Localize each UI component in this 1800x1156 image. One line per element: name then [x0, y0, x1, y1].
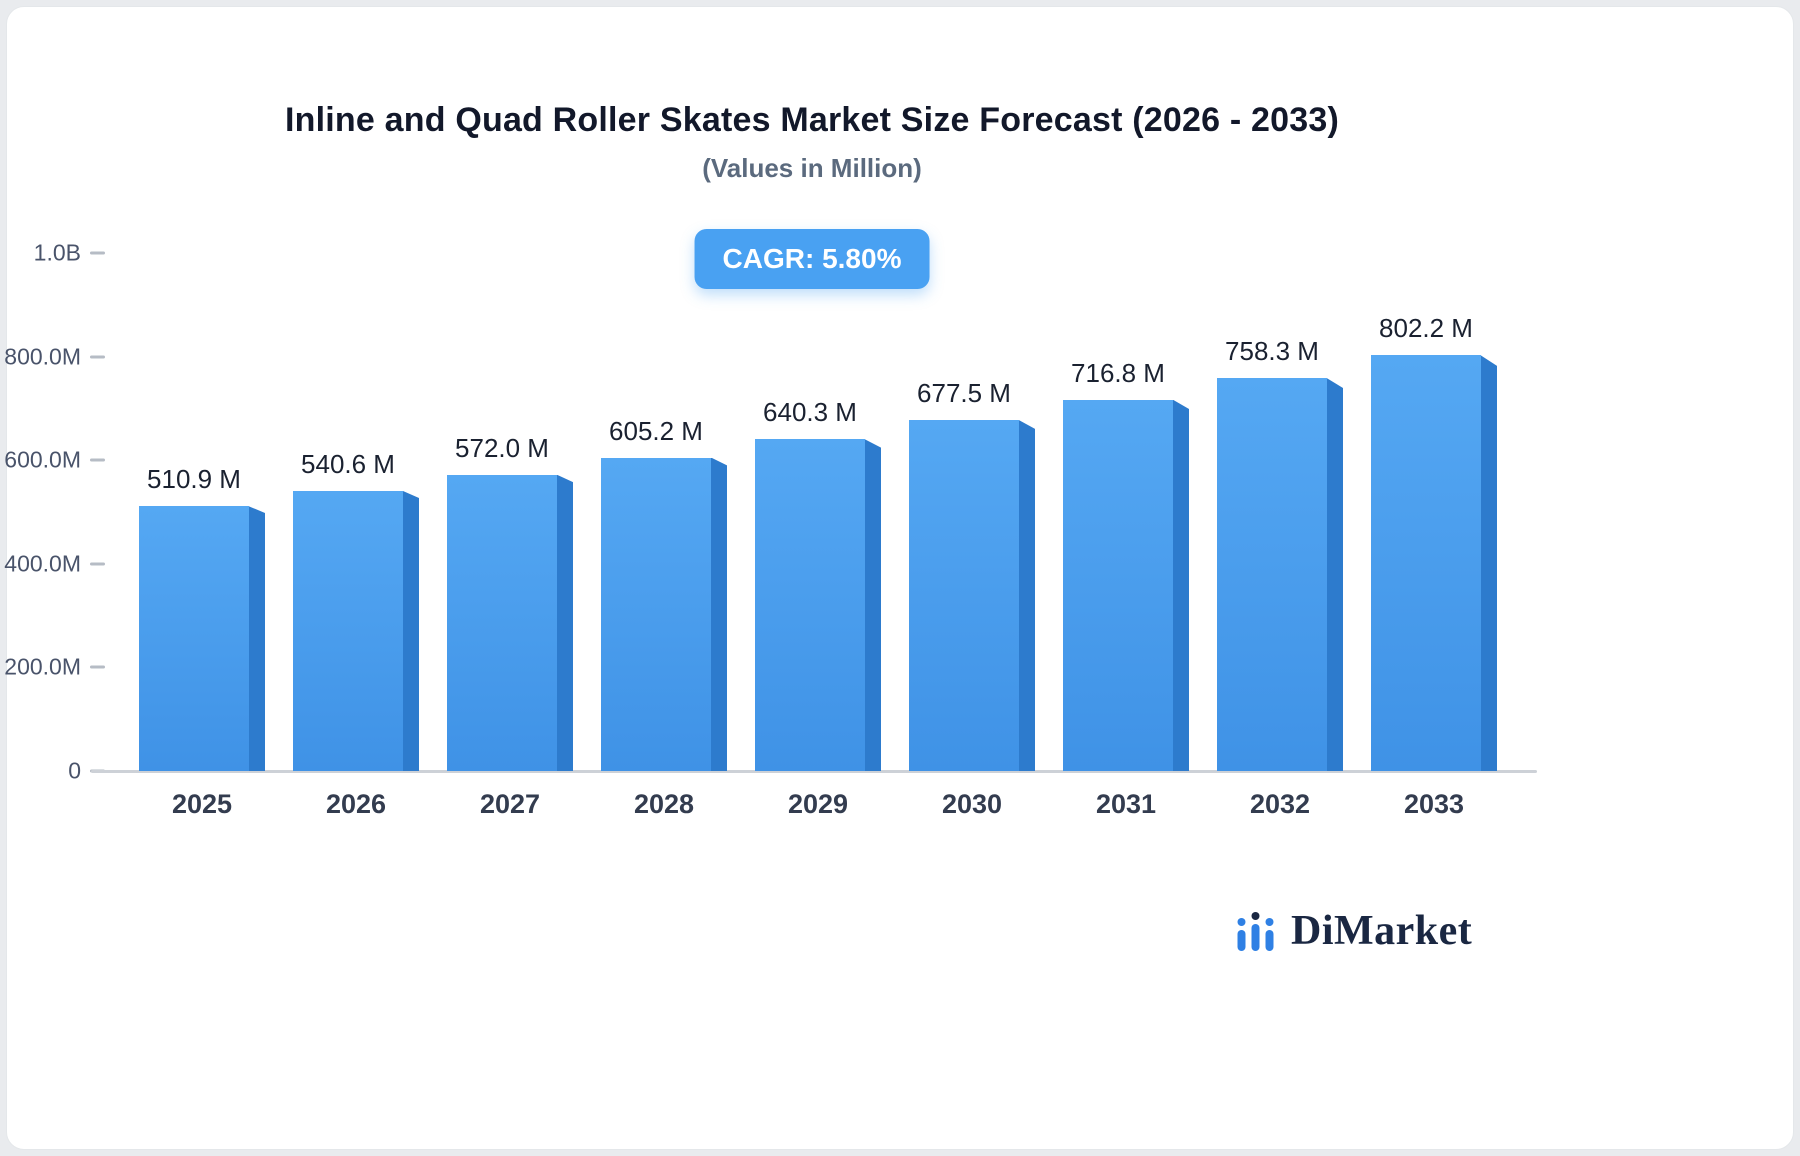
y-axis-tick [90, 251, 105, 255]
brand-logo: DiMarket [1233, 907, 1472, 955]
y-axis-label: 200.0M [4, 653, 81, 680]
bar-chart-logo-icon [1233, 909, 1279, 953]
y-axis: 0 200.0M 400.0M 600.0M 800.0M 1.0B [4, 240, 107, 784]
bar-value-label: 605.2 M [609, 415, 703, 446]
x-axis-label: 2031 [1095, 789, 1157, 819]
x-axis-label: 2030 [941, 789, 1003, 819]
y-axis-tick [90, 665, 105, 669]
bar-value-label: 640.3 M [763, 397, 857, 428]
y-axis-label: 800.0M [4, 343, 81, 370]
bar-2025: 510.9 M [139, 464, 265, 771]
bar-2029: 640.3 M [755, 397, 881, 771]
x-axis-baseline [91, 770, 1537, 773]
chart-area: 0 200.0M 400.0M 600.0M 800.0M 1.0B 510.9 M 540… [4, 7, 1793, 1149]
bar-side-face [1327, 378, 1343, 771]
x-axis-label: 2027 [479, 789, 541, 819]
bar-value-label: 802.2 M [1379, 313, 1473, 344]
chart-subtitle: (Values in Million) [702, 153, 922, 183]
x-axis-label: 2032 [1249, 789, 1311, 819]
x-axis: 2025 2026 2027 2028 2029 2030 2031 2032 2033 [107, 789, 1527, 829]
y-axis-label: 600.0M [4, 446, 81, 473]
bar-2033: 802.2 M [1371, 313, 1497, 771]
bar-side-face [1019, 420, 1035, 771]
x-axis-label: 2033 [1403, 789, 1465, 819]
bar-side-face [711, 457, 727, 771]
y-axis-label: 400.0M [4, 550, 81, 577]
bar-2031: 716.8 M [1063, 358, 1189, 771]
plot-area: 510.9 M 540.6 M 572.0 M 605.2 M 640.3 M 677.5… [91, 253, 1537, 773]
bar-side-face [1173, 399, 1189, 771]
x-axis-label: 2029 [787, 789, 849, 819]
y-axis-label: 0 [68, 757, 81, 784]
bar-side-face [1481, 355, 1497, 771]
chart-title: Inline and Quad Roller Skates Market Siz… [285, 101, 1339, 139]
bar-2030: 677.5 M [909, 378, 1035, 771]
bar-value-label: 540.6 M [301, 448, 395, 479]
bar-value-label: 572.0 M [455, 432, 549, 463]
cagr-badge: CAGR: 5.80% [694, 229, 930, 289]
bar-2026: 540.6 M [293, 449, 419, 771]
x-axis-label: 2028 [633, 789, 695, 819]
chart-card: Inline and Quad Roller Skates Market Siz… [4, 6, 1794, 1150]
y-axis-label: 1.0B [33, 239, 81, 266]
bar-2032: 758.3 M [1217, 336, 1343, 771]
y-axis-tick [90, 355, 105, 359]
bar-value-label: 510.9 M [147, 464, 241, 495]
bar-side-face [403, 490, 419, 771]
bar-2028: 605.2 M [601, 416, 727, 771]
y-axis-tick [90, 458, 105, 462]
bar-side-face [557, 474, 573, 771]
brand-logo-text: DiMarket [1291, 908, 1473, 954]
bar-side-face [865, 439, 881, 771]
x-axis-label: 2025 [171, 789, 233, 819]
bar-2027: 572.0 M [447, 433, 573, 771]
y-axis-tick [90, 562, 105, 566]
x-axis-label: 2026 [325, 789, 387, 819]
bar-value-label: 758.3 M [1225, 336, 1319, 367]
bar-side-face [249, 506, 265, 771]
bar-value-label: 716.8 M [1071, 357, 1165, 388]
bar-value-label: 677.5 M [917, 378, 1011, 409]
